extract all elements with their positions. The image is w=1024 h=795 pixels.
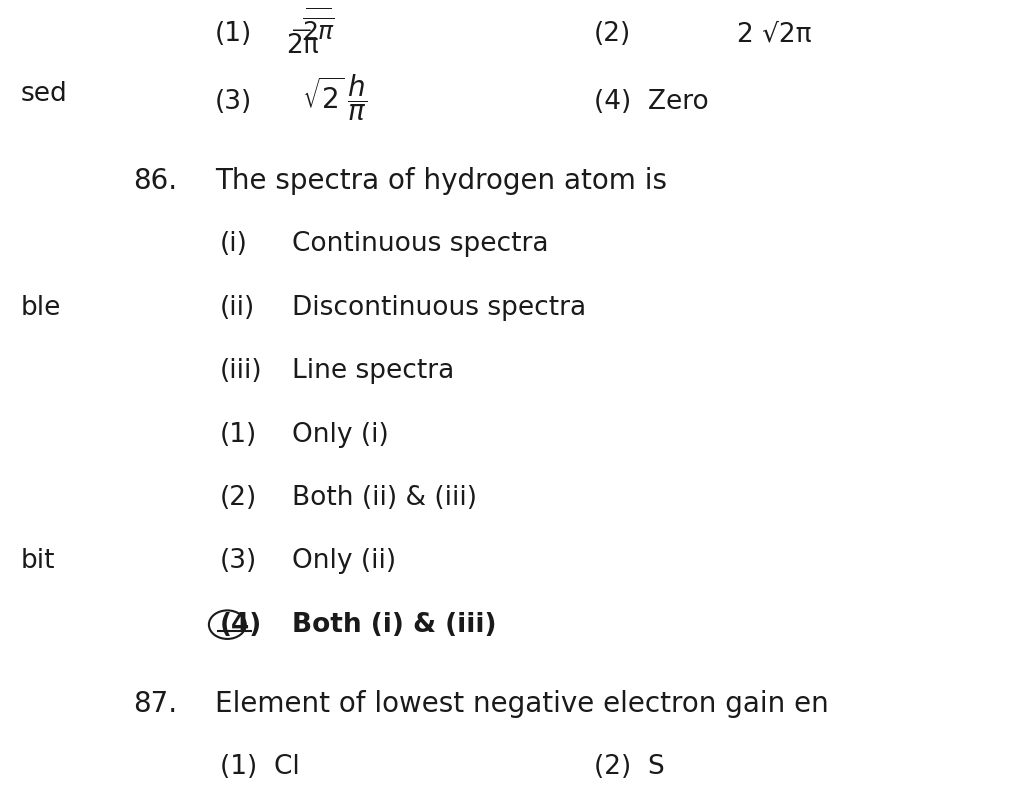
Text: bit: bit	[20, 549, 55, 574]
Text: Only (i): Only (i)	[292, 421, 388, 448]
Text: 2π: 2π	[286, 33, 318, 60]
Text: (iii): (iii)	[220, 358, 263, 384]
Text: 2 √2π: 2 √2π	[737, 21, 812, 48]
Text: (i): (i)	[220, 231, 248, 258]
Text: Line spectra: Line spectra	[292, 358, 454, 384]
Text: (4): (4)	[220, 611, 262, 638]
Text: Only (ii): Only (ii)	[292, 549, 396, 574]
Text: (3): (3)	[215, 89, 252, 114]
Text: (1)  Cl: (1) Cl	[220, 754, 300, 780]
Text: ble: ble	[20, 295, 60, 320]
Text: Element of lowest negative electron gain en: Element of lowest negative electron gain…	[215, 690, 828, 718]
Text: Continuous spectra: Continuous spectra	[292, 231, 548, 258]
Text: The spectra of hydrogen atom is: The spectra of hydrogen atom is	[215, 167, 667, 195]
Text: (4)  Zero: (4) Zero	[594, 89, 709, 114]
Text: (2)  S: (2) S	[594, 754, 665, 780]
Text: Both (ii) & (iii): Both (ii) & (iii)	[292, 485, 477, 511]
Text: Discontinuous spectra: Discontinuous spectra	[292, 295, 586, 320]
Text: $\dfrac{\overline{\quad}}{2\pi}$: $\dfrac{\overline{\quad}}{2\pi}$	[302, 5, 336, 41]
Text: (1): (1)	[215, 21, 252, 48]
Text: (ii): (ii)	[220, 295, 255, 320]
Text: (2): (2)	[220, 485, 257, 511]
Text: (3): (3)	[220, 549, 257, 574]
Text: sed: sed	[20, 81, 68, 107]
Text: 86.: 86.	[133, 167, 177, 195]
Text: (2): (2)	[594, 21, 631, 48]
Text: (1): (1)	[220, 421, 257, 448]
Text: 87.: 87.	[133, 690, 177, 718]
Text: —: —	[292, 21, 312, 40]
Text: Both (i) & (iii): Both (i) & (iii)	[292, 611, 497, 638]
Text: $\sqrt{2}\,\dfrac{h}{\pi}$: $\sqrt{2}\,\dfrac{h}{\pi}$	[302, 72, 368, 123]
